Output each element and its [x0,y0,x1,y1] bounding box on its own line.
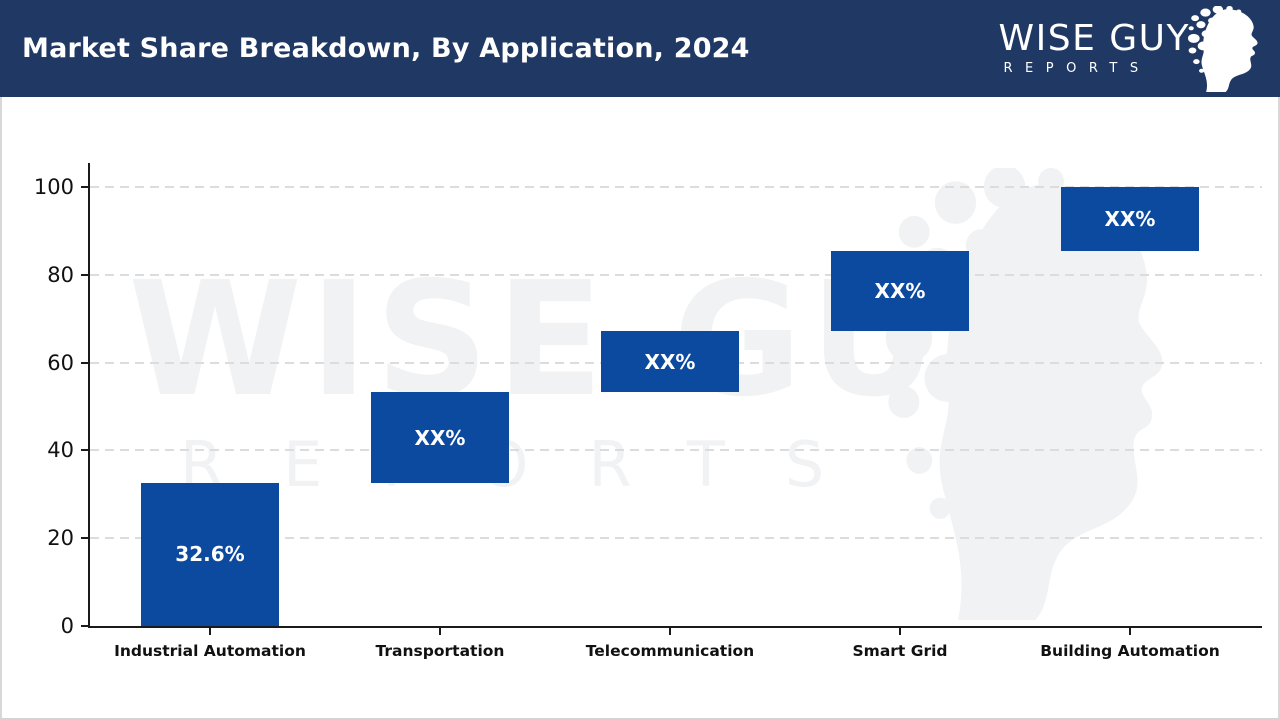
gridline-20 [90,537,1262,540]
y-tick-mark [81,273,89,276]
x-axis-line [88,626,1262,628]
y-axis-line [88,163,90,628]
y-tick-label: 100 [33,175,74,199]
bar-telecommunication: XX% [601,330,739,393]
y-tick-mark [81,449,89,452]
bar-smart-grid: XX% [831,250,969,331]
brand-subtitle: REPORTS [1003,61,1151,76]
bar-building-automation: XX% [1061,187,1199,251]
gridline-80 [90,273,1262,276]
bar-industrial-automation: 32.6% [141,482,279,626]
y-tick-mark [81,537,89,540]
y-tick-label: 60 [47,350,74,375]
brand-face-icon [1187,5,1258,92]
gridline-100 [90,186,1262,188]
bar-value-label: XX% [414,425,466,450]
x-tick-mark [439,628,441,635]
category-label-1: Industrial Automation [114,642,306,660]
y-tick-label: 80 [47,262,74,287]
bar-value-label: 32.6% [175,542,245,567]
gridline-40 [90,449,1262,452]
bar-value-label: XX% [1104,206,1156,231]
bar-value-label: XX% [874,278,926,303]
category-label-2: Transportation [375,642,505,660]
category-label-5: Building Automation [1040,642,1220,660]
header: Market Share Breakdown, By Application, … [0,0,1280,97]
chart-title: Market Share Breakdown, By Application, … [22,33,750,64]
bar-value-label: XX% [644,349,696,374]
x-tick-mark [1129,628,1131,635]
brand-text: WISE GUY REPORTS [998,18,1191,77]
x-tick-mark [669,628,671,635]
category-label-4: Smart Grid [852,642,948,660]
y-tick-mark [81,186,89,188]
brand-logo: WISE GUY REPORTS [998,5,1265,92]
y-tick-label: 40 [47,438,74,463]
y-tick-label: 20 [47,526,74,551]
y-tick-mark [81,625,89,627]
y-tick-mark [81,361,89,364]
category-label-3: Telecommunication [585,642,755,660]
y-tick-label: 0 [60,614,74,638]
x-tick-mark [209,628,211,635]
bar-transportation: XX% [371,392,509,483]
brand-name: WISE GUY [998,18,1190,59]
x-tick-mark [899,628,901,635]
